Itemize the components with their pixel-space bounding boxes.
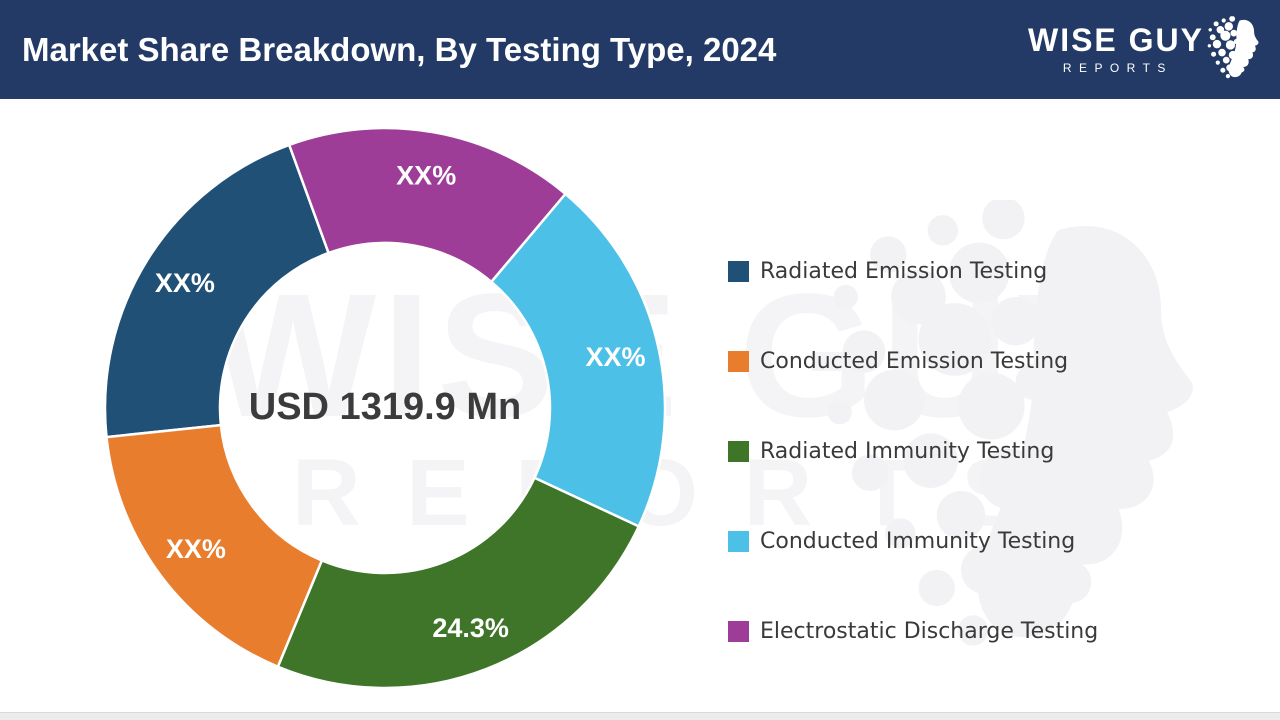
donut-chart: XX% XX% 24.3% XX% XX%	[103, 126, 667, 690]
wiseguy-logo: WISE GUY REPORTS	[1028, 15, 1260, 85]
legend-swatch-icon	[728, 440, 749, 462]
chart-center-value: USD 1319.9 Mn	[248, 386, 522, 428]
slice-value-label: 24.3%	[432, 613, 509, 643]
legend-label: Conducted Immunity Testing	[760, 528, 1076, 554]
legend-swatch-icon	[728, 350, 749, 372]
page-title: Market Share Breakdown, By Testing Type,…	[22, 30, 777, 68]
donut-slice-4	[287, 126, 567, 284]
legend-swatch-icon	[728, 620, 749, 642]
slice-value-label: XX%	[585, 342, 645, 372]
slice-value-label: XX%	[396, 161, 456, 191]
logo-text: WISE GUY REPORTS	[1028, 24, 1204, 75]
logo-tagline: REPORTS	[1062, 61, 1173, 75]
legend-swatch-icon	[728, 530, 749, 552]
header-bar: Market Share Breakdown, By Testing Type,…	[0, 0, 1280, 99]
footer-strip	[0, 712, 1280, 720]
legend-label: Radiated Emission Testing	[760, 258, 1048, 284]
legend-item-1: Conducted Emission Testing	[728, 348, 1098, 374]
legend-item-3: Conducted Immunity Testing	[728, 528, 1098, 554]
donut-slice-0	[103, 143, 330, 439]
legend-swatch-icon	[728, 260, 749, 282]
legend-item-2: Radiated Immunity Testing	[728, 438, 1098, 464]
face-profile-icon	[1206, 15, 1260, 85]
slice-value-label: XX%	[155, 268, 215, 298]
donut-slice-3	[490, 192, 667, 528]
legend-label: Radiated Immunity Testing	[760, 438, 1055, 464]
legend-item-0: Radiated Emission Testing	[728, 258, 1098, 284]
donut-slice-2	[276, 476, 641, 690]
legend-label: Conducted Emission Testing	[760, 348, 1069, 374]
logo-name: WISE GUY	[1027, 22, 1204, 58]
chart-legend: Radiated Emission Testing Conducted Emiss…	[728, 258, 1099, 644]
slice-value-label: XX%	[166, 534, 226, 564]
legend-label: Electrostatic Discharge Testing	[760, 618, 1099, 644]
donut-slice-1	[105, 423, 324, 668]
legend-item-4: Electrostatic Discharge Testing	[728, 618, 1099, 644]
